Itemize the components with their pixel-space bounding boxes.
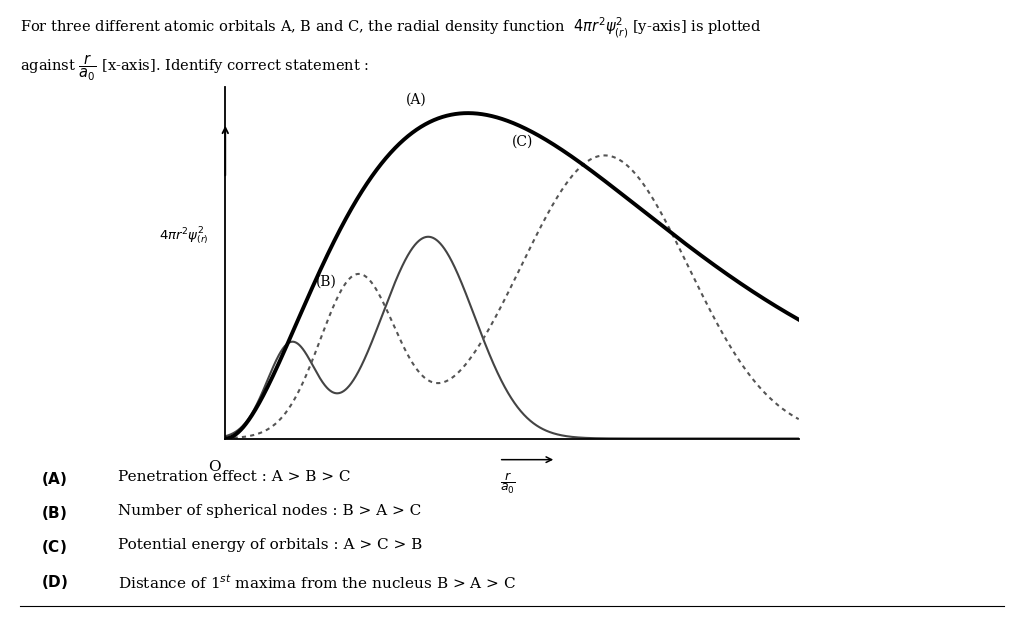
Text: Number of spherical nodes : B > A > C: Number of spherical nodes : B > A > C	[118, 504, 421, 518]
Text: $\dfrac{r}{a_0}$: $\dfrac{r}{a_0}$	[500, 471, 515, 496]
Text: O: O	[208, 460, 220, 474]
Text: $\mathbf{(C)}$: $\mathbf{(C)}$	[41, 538, 67, 556]
Text: (B): (B)	[315, 274, 337, 289]
Text: Potential energy of orbitals : A > C > B: Potential energy of orbitals : A > C > B	[118, 538, 422, 552]
Text: (A): (A)	[407, 92, 427, 106]
Text: against $\dfrac{r}{a_0}$ [x-axis]. Identify correct statement :: against $\dfrac{r}{a_0}$ [x-axis]. Ident…	[20, 53, 370, 83]
Text: $\mathbf{(B)}$: $\mathbf{(B)}$	[41, 504, 68, 522]
Text: $4\pi r^2\psi^2_{(r)}$: $4\pi r^2\psi^2_{(r)}$	[159, 226, 209, 247]
Text: $\mathbf{(D)}$: $\mathbf{(D)}$	[41, 573, 69, 592]
Text: Penetration effect : A > B > C: Penetration effect : A > B > C	[118, 470, 350, 484]
Text: $\mathbf{(A)}$: $\mathbf{(A)}$	[41, 470, 68, 488]
Text: (C): (C)	[512, 134, 534, 149]
Text: Distance of 1$^{st}$ maxima from the nucleus B > A > C: Distance of 1$^{st}$ maxima from the nuc…	[118, 573, 516, 592]
Text: For three different atomic orbitals A, B and C, the radial density function  $4\: For three different atomic orbitals A, B…	[20, 16, 762, 40]
